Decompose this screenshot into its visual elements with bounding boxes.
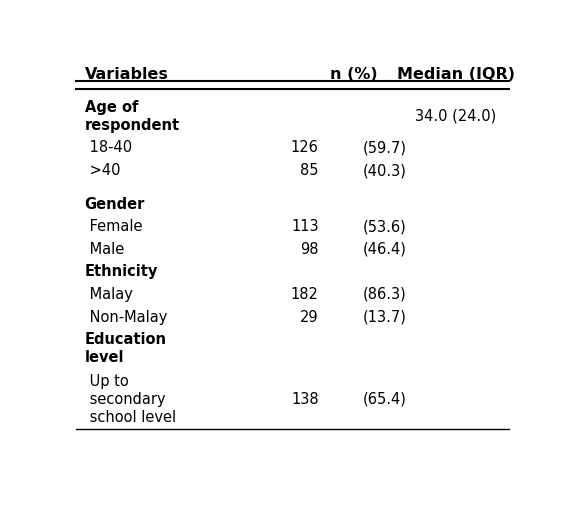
- Text: 18-40: 18-40: [84, 140, 132, 155]
- Text: Non-Malay: Non-Malay: [84, 309, 167, 324]
- Text: 85: 85: [300, 163, 319, 178]
- Text: (13.7): (13.7): [363, 309, 406, 324]
- Text: 138: 138: [291, 391, 319, 406]
- Text: 113: 113: [291, 219, 319, 234]
- Text: 182: 182: [291, 286, 319, 301]
- Text: Median (IQR): Median (IQR): [397, 67, 515, 82]
- Text: (86.3): (86.3): [363, 286, 406, 301]
- Text: Gender: Gender: [84, 196, 145, 211]
- Text: Education
level: Education level: [84, 332, 166, 365]
- Text: 34.0 (24.0): 34.0 (24.0): [415, 109, 496, 124]
- Text: Female: Female: [84, 219, 142, 234]
- Text: 29: 29: [300, 309, 319, 324]
- Text: Age of
respondent: Age of respondent: [84, 99, 180, 132]
- Text: Ethnicity: Ethnicity: [84, 264, 158, 279]
- Text: 98: 98: [300, 241, 319, 257]
- Text: Malay: Malay: [84, 286, 132, 301]
- Text: (46.4): (46.4): [363, 241, 406, 257]
- Text: (40.3): (40.3): [363, 163, 406, 178]
- Text: Male: Male: [84, 241, 124, 257]
- Text: Variables: Variables: [84, 67, 168, 82]
- Text: Up to
 secondary
 school level: Up to secondary school level: [84, 373, 176, 424]
- Text: >40: >40: [84, 163, 120, 178]
- Text: (59.7): (59.7): [363, 140, 407, 155]
- Text: (53.6): (53.6): [363, 219, 406, 234]
- Text: n (%): n (%): [330, 67, 378, 82]
- Text: (65.4): (65.4): [363, 391, 406, 406]
- Text: 126: 126: [291, 140, 319, 155]
